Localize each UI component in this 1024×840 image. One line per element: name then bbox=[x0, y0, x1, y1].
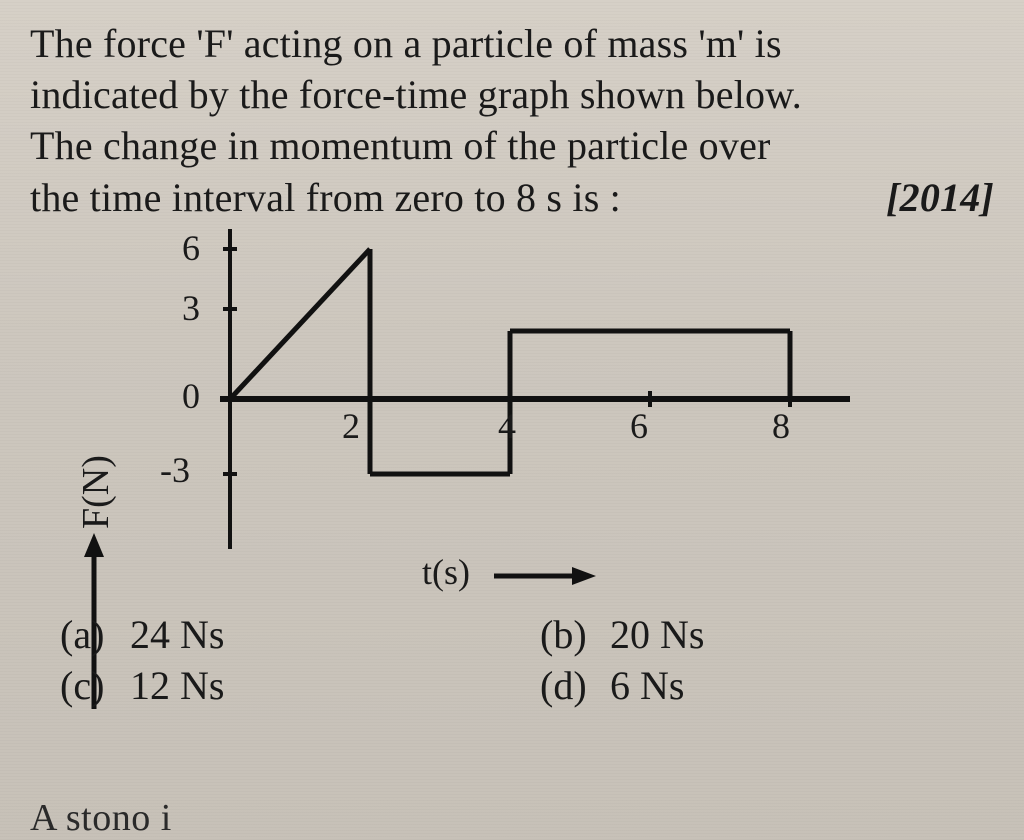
ytick-0: 0 bbox=[182, 375, 200, 417]
option-c-label: (c) bbox=[60, 662, 120, 709]
option-a-label: (a) bbox=[60, 611, 120, 658]
xtick-2: 2 bbox=[342, 405, 360, 447]
option-b-label: (b) bbox=[540, 611, 600, 658]
option-d-text: 6 Ns bbox=[610, 663, 684, 708]
option-a-text: 24 Ns bbox=[130, 612, 224, 657]
force-time-graph: F(N) 6 3 0 -3 bbox=[70, 229, 850, 609]
ytick-3: 3 bbox=[182, 287, 200, 329]
option-b: (b) 20 Ns bbox=[540, 611, 980, 658]
footer-cut-text: A stono i bbox=[30, 796, 172, 840]
question-line-1: The force 'F' acting on a particle of ma… bbox=[30, 18, 994, 69]
graph-svg bbox=[220, 229, 850, 549]
xtick-6: 6 bbox=[630, 405, 648, 447]
question-line-4: the time interval from zero to 8 s is : … bbox=[30, 172, 994, 223]
option-c: (c) 12 Ns bbox=[60, 662, 500, 709]
answer-options: (a) 24 Ns (b) 20 Ns (c) 12 Ns (d) 6 Ns bbox=[60, 611, 994, 709]
ytick-m3: -3 bbox=[160, 449, 190, 491]
page: The force 'F' acting on a particle of ma… bbox=[0, 0, 1024, 840]
year-tag: [2014] bbox=[886, 172, 994, 223]
ytick-6: 6 bbox=[182, 227, 200, 269]
option-b-text: 20 Ns bbox=[610, 612, 704, 657]
question-line-4-left: the time interval from zero to 8 s is : bbox=[30, 172, 621, 223]
option-d-label: (d) bbox=[540, 662, 600, 709]
question-line-2: indicated by the force-time graph shown … bbox=[30, 69, 994, 120]
x-axis-label: t(s) bbox=[422, 551, 470, 593]
question-line-3: The change in momentum of the particle o… bbox=[30, 120, 994, 171]
option-c-text: 12 Ns bbox=[130, 663, 224, 708]
option-a: (a) 24 Ns bbox=[60, 611, 500, 658]
option-d: (d) 6 Ns bbox=[540, 662, 980, 709]
y-axis-label: F(N) bbox=[74, 455, 118, 529]
question-text: The force 'F' acting on a particle of ma… bbox=[30, 18, 994, 223]
xtick-8: 8 bbox=[772, 405, 790, 447]
xtick-4: 4 bbox=[498, 405, 516, 447]
x-axis-arrow bbox=[490, 561, 600, 591]
